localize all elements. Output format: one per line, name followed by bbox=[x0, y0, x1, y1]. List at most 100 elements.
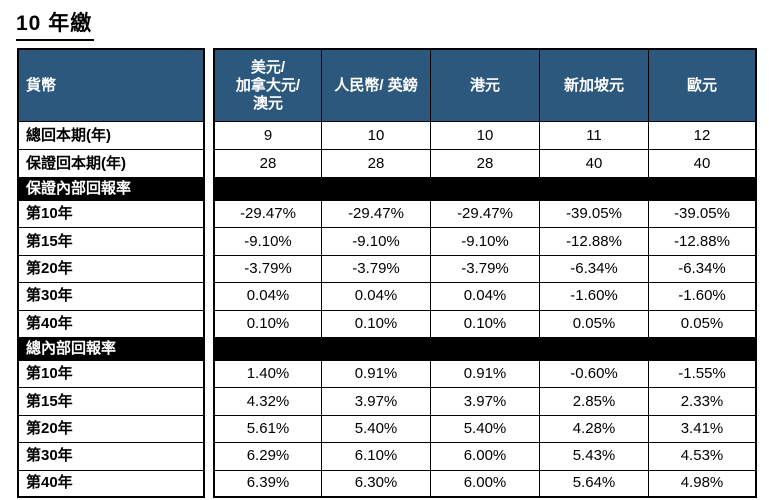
value-cell: 5.40% bbox=[322, 415, 431, 444]
value-cell: 0.91% bbox=[431, 360, 540, 389]
value-cell: 3.97% bbox=[431, 388, 540, 416]
column-gap bbox=[205, 178, 213, 201]
column-header: 港元 bbox=[431, 48, 540, 122]
section-row-bar bbox=[213, 178, 757, 201]
value-cell: -29.47% bbox=[431, 201, 540, 229]
page-title: 10 年繳 bbox=[16, 7, 95, 41]
column-gap bbox=[205, 360, 213, 389]
value-cell: -9.10% bbox=[431, 228, 540, 256]
value-cell: 4.98% bbox=[649, 470, 757, 498]
row-label: 第10年 bbox=[17, 360, 205, 389]
row-label: 第30年 bbox=[17, 283, 205, 311]
row-label: 第20年 bbox=[17, 415, 205, 444]
value-cell: 6.30% bbox=[322, 470, 431, 498]
currency-header-cell: 貨幣 bbox=[17, 48, 205, 122]
row-label: 第10年 bbox=[17, 201, 205, 229]
value-cell: -0.60% bbox=[540, 360, 649, 389]
value-cell: 0.10% bbox=[213, 310, 322, 338]
value-cell: -3.79% bbox=[322, 255, 431, 284]
column-gap bbox=[205, 228, 213, 256]
value-cell: 0.91% bbox=[322, 360, 431, 389]
value-cell: 28 bbox=[322, 150, 431, 178]
value-cell: -39.05% bbox=[649, 201, 757, 229]
value-cell: 2.33% bbox=[649, 388, 757, 416]
value-cell: -1.60% bbox=[540, 283, 649, 311]
value-cell: 0.10% bbox=[322, 310, 431, 338]
column-gap bbox=[205, 470, 213, 498]
value-cell: -6.34% bbox=[649, 255, 757, 284]
value-cell: 0.05% bbox=[540, 310, 649, 338]
value-cell: 0.04% bbox=[322, 283, 431, 311]
column-gap bbox=[205, 150, 213, 178]
value-cell: 1.40% bbox=[213, 360, 322, 389]
row-label: 保證回本期(年) bbox=[17, 150, 205, 178]
column-gap bbox=[205, 122, 213, 150]
value-cell: 40 bbox=[649, 150, 757, 178]
value-cell: 2.85% bbox=[540, 388, 649, 416]
value-cell: 9 bbox=[213, 122, 322, 150]
value-cell: 11 bbox=[540, 122, 649, 150]
column-gap bbox=[205, 201, 213, 229]
value-cell: -29.47% bbox=[322, 201, 431, 229]
value-cell: 0.05% bbox=[649, 310, 757, 338]
value-cell: 6.39% bbox=[213, 470, 322, 498]
row-label: 第30年 bbox=[17, 443, 205, 471]
value-cell: -3.79% bbox=[213, 255, 322, 284]
row-label: 第40年 bbox=[17, 470, 205, 498]
value-cell: 28 bbox=[213, 150, 322, 178]
value-cell: 0.10% bbox=[431, 310, 540, 338]
value-cell: 3.97% bbox=[322, 388, 431, 416]
row-label: 第15年 bbox=[17, 388, 205, 416]
value-cell: 6.29% bbox=[213, 443, 322, 471]
value-cell: 6.10% bbox=[322, 443, 431, 471]
column-header: 歐元 bbox=[649, 48, 757, 122]
section-row-bar bbox=[213, 337, 757, 361]
column-gap bbox=[205, 255, 213, 284]
value-cell: 0.04% bbox=[431, 283, 540, 311]
value-cell: 5.61% bbox=[213, 415, 322, 444]
value-cell: 4.28% bbox=[540, 415, 649, 444]
value-cell: -9.10% bbox=[322, 228, 431, 256]
row-label: 總回本期(年) bbox=[17, 122, 205, 150]
column-gap bbox=[205, 337, 213, 361]
column-header: 人民幣/ 英鎊 bbox=[322, 48, 431, 122]
column-gap bbox=[205, 443, 213, 471]
column-gap bbox=[205, 48, 213, 122]
value-cell: 4.32% bbox=[213, 388, 322, 416]
value-cell: 10 bbox=[322, 122, 431, 150]
column-header: 美元/ 加拿大元/ 澳元 bbox=[213, 48, 322, 122]
rates-table: 貨幣 美元/ 加拿大元/ 澳元 人民幣/ 英鎊 港元 新加坡元 歐元 總回本期(年) 9 10 1… bbox=[17, 48, 757, 498]
column-gap bbox=[205, 415, 213, 444]
value-cell: 4.53% bbox=[649, 443, 757, 471]
row-label: 第40年 bbox=[17, 310, 205, 338]
value-cell: 5.43% bbox=[540, 443, 649, 471]
value-cell: -29.47% bbox=[213, 201, 322, 229]
value-cell: 6.00% bbox=[431, 443, 540, 471]
value-cell: 6.00% bbox=[431, 470, 540, 498]
section-row-label: 總內部回報率 bbox=[17, 337, 205, 361]
value-cell: -1.60% bbox=[649, 283, 757, 311]
value-cell: 12 bbox=[649, 122, 757, 150]
value-cell: 10 bbox=[431, 122, 540, 150]
value-cell: 40 bbox=[540, 150, 649, 178]
column-gap bbox=[205, 388, 213, 416]
value-cell: 5.64% bbox=[540, 470, 649, 498]
column-gap bbox=[205, 283, 213, 311]
value-cell: -6.34% bbox=[540, 255, 649, 284]
value-cell: 28 bbox=[431, 150, 540, 178]
column-gap bbox=[205, 310, 213, 338]
row-label: 第15年 bbox=[17, 228, 205, 256]
value-cell: -39.05% bbox=[540, 201, 649, 229]
value-cell: 3.41% bbox=[649, 415, 757, 444]
value-cell: 5.40% bbox=[431, 415, 540, 444]
value-cell: -3.79% bbox=[431, 255, 540, 284]
value-cell: -12.88% bbox=[649, 228, 757, 256]
value-cell: -1.55% bbox=[649, 360, 757, 389]
value-cell: -12.88% bbox=[540, 228, 649, 256]
column-header: 新加坡元 bbox=[540, 48, 649, 122]
section-row-label: 保證內部回報率 bbox=[17, 178, 205, 201]
value-cell: -9.10% bbox=[213, 228, 322, 256]
value-cell: 0.04% bbox=[213, 283, 322, 311]
row-label: 第20年 bbox=[17, 255, 205, 284]
